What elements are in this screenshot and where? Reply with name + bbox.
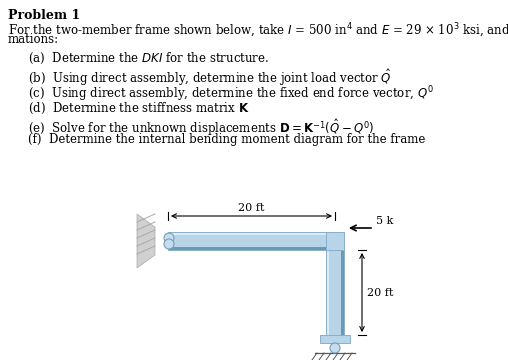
Text: 20 ft: 20 ft (367, 288, 393, 297)
Bar (326, 250, 344, 335)
Text: (e)  Solve for the unknown displacements $\mathbf{D} = \mathbf{K}^{-1}(\hat{Q} -: (e) Solve for the unknown displacements … (28, 117, 374, 138)
Text: For the two-member frame shown below, take $I$ = 500 in$^4$ and $E$ = 29 × 10$^3: For the two-member frame shown below, ta… (8, 21, 508, 41)
Bar (168, 234, 335, 247)
Bar (341, 250, 344, 335)
Bar (168, 247, 335, 250)
Circle shape (164, 239, 174, 249)
Bar (320, 335, 350, 343)
Bar (168, 232, 335, 250)
Text: 20 ft: 20 ft (238, 203, 265, 213)
Text: (b)  Using direct assembly, determine the joint load vector $\hat{Q}$: (b) Using direct assembly, determine the… (28, 68, 392, 89)
Bar (326, 232, 344, 250)
Text: (f)  Determine the internal bending moment diagram for the frame: (f) Determine the internal bending momen… (28, 134, 425, 147)
Text: 5 k: 5 k (376, 216, 393, 226)
Text: (a)  Determine the $\mathit{DKI}$ for the structure.: (a) Determine the $\mathit{DKI}$ for the… (28, 51, 269, 66)
Text: mations:: mations: (8, 33, 59, 46)
Circle shape (164, 233, 174, 243)
Bar (168, 232, 335, 235)
Text: Problem 1: Problem 1 (8, 9, 80, 22)
Polygon shape (137, 214, 155, 268)
Bar (326, 250, 341, 335)
Bar (326, 250, 329, 335)
Text: (c)  Using direct assembly, determine the fixed end force vector, $Q^0$: (c) Using direct assembly, determine the… (28, 84, 434, 104)
Circle shape (330, 343, 340, 353)
Text: (d)  Determine the stiffness matrix $\mathbf{K}$: (d) Determine the stiffness matrix $\mat… (28, 100, 249, 116)
